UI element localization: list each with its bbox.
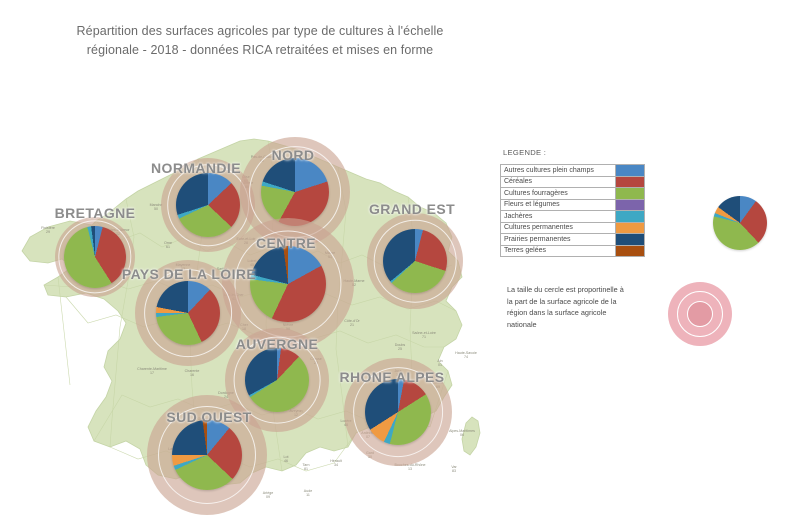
- region-bubble[interactable]: [344, 358, 452, 466]
- size-key-inner-ring: [687, 301, 713, 327]
- legend-swatch-color: [616, 222, 644, 233]
- region-pie-chart[interactable]: [156, 281, 220, 345]
- region-halo-ring: [58, 220, 132, 294]
- region-pie-chart[interactable]: [176, 173, 240, 237]
- page-title: Répartition des surfaces agricoles par t…: [60, 22, 460, 60]
- legend-row: Céréales: [499, 175, 645, 188]
- legend-swatch: [615, 221, 645, 234]
- corsica-landmass: [461, 416, 481, 456]
- region-name-label: SUD OUEST: [166, 409, 252, 425]
- region-pie-chart[interactable]: [261, 158, 329, 226]
- legend-swatch-color: [616, 234, 644, 245]
- legend-swatch-color: [616, 245, 644, 256]
- region-bubble[interactable]: [55, 217, 135, 297]
- region-name-label: AUVERGNE: [235, 336, 319, 352]
- region-halo-ring: [144, 269, 232, 357]
- region-halo-ring: [353, 367, 443, 457]
- legend-table: Autres cultures plein champs Céréales Cult…: [499, 164, 645, 257]
- legend-swatch: [615, 198, 645, 211]
- legend-swatch-color: [616, 199, 644, 210]
- region-bubble[interactable]: [222, 218, 354, 350]
- bubble-size-note: La taille du cercle est proportinelle à …: [507, 285, 624, 329]
- region-name-label: NORMANDIE: [151, 160, 241, 176]
- legend-swatch: [615, 210, 645, 223]
- legend-label: Cultures permanentes: [499, 221, 617, 234]
- region-halo-ring: [233, 336, 321, 424]
- region-pie-chart[interactable]: [383, 229, 447, 293]
- region-pie-chart[interactable]: [250, 246, 326, 322]
- region-name-label: GRAND EST: [368, 201, 456, 217]
- legend-swatch: [615, 233, 645, 246]
- legend-row: Autres cultures plein champs: [499, 164, 645, 177]
- legend-heading: LEGENDE :: [503, 148, 547, 157]
- title-line-2: régionale - 2018 - données RICA retraité…: [86, 43, 434, 57]
- legend-label: Terres gelées: [499, 244, 617, 257]
- region-name-label: CENTRE: [256, 235, 316, 251]
- legend-panel: LEGENDE : Autres cultures plein champs Cé…: [497, 148, 677, 257]
- legend-label: Prairies permanentes: [499, 233, 617, 246]
- legend-row: Cultures fourragères: [499, 187, 645, 200]
- legend-row: Terres gelées: [499, 244, 645, 257]
- region-pie-chart[interactable]: [64, 226, 126, 288]
- region-name-label: PAYS DE LA LOIRE: [121, 266, 257, 282]
- region-bubble[interactable]: [367, 213, 463, 309]
- legend-label: Autres cultures plein champs: [499, 164, 617, 177]
- legend-label: Cultures fourragères: [499, 187, 617, 200]
- legend-swatch-color: [616, 188, 644, 199]
- region-bubble[interactable]: [147, 395, 267, 515]
- sample-pie-chart: [713, 196, 767, 250]
- legend-swatch: [615, 164, 645, 177]
- legend-swatch: [615, 187, 645, 200]
- region-pie-chart[interactable]: [365, 379, 431, 445]
- legend-swatch-color: [616, 211, 644, 222]
- legend-swatch: [615, 175, 645, 188]
- region-name-label: RHONE ALPES: [339, 369, 445, 385]
- region-name-label: BRETAGNE: [54, 205, 136, 221]
- legend-row: Jachères: [499, 210, 645, 223]
- legend-row: Prairies permanentes: [499, 233, 645, 246]
- title-line-1: Répartition des surfaces agricoles par t…: [76, 24, 444, 38]
- legend-label: Jachères: [499, 210, 617, 223]
- legend-label: Céréales: [499, 175, 617, 188]
- legend-row: Cultures permanentes: [499, 221, 645, 234]
- region-pie-chart[interactable]: [172, 420, 242, 490]
- legend-swatch-color: [616, 176, 644, 187]
- legend-row: Fleurs et légumes: [499, 198, 645, 211]
- legend-label: Fleurs et légumes: [499, 198, 617, 211]
- region-bubble[interactable]: [161, 158, 255, 252]
- region-halo-ring: [373, 219, 457, 303]
- region-name-label: NORD: [271, 147, 315, 163]
- legend-swatch: [615, 244, 645, 257]
- legend-swatch-color: [616, 165, 644, 176]
- region-pie-chart[interactable]: [245, 348, 309, 412]
- region-bubble[interactable]: [135, 260, 241, 366]
- bubble-size-key: [668, 282, 732, 346]
